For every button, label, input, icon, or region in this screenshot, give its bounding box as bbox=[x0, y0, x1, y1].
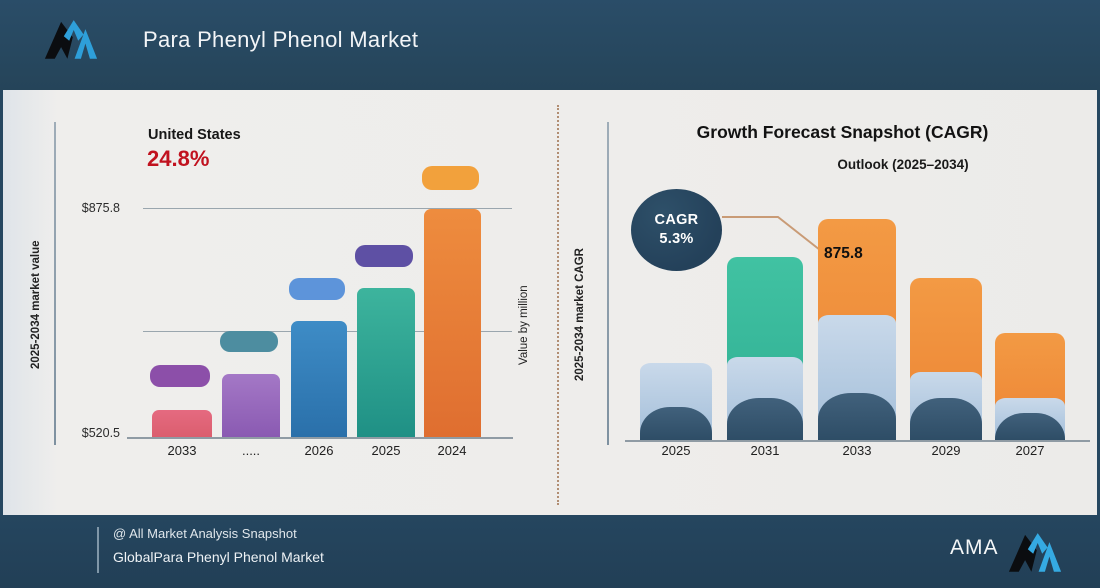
bar-2026 bbox=[291, 321, 347, 437]
right-y-axis-title: 2025-2034 market CAGR bbox=[574, 248, 586, 382]
left-ytick-lower: $520.5 bbox=[81, 426, 120, 440]
bar-..... bbox=[222, 374, 280, 437]
bar-cap-2033 bbox=[150, 365, 210, 388]
footer-brand-text: AMA bbox=[950, 536, 999, 559]
bar-cap-..... bbox=[220, 330, 278, 353]
bar-cap-2024 bbox=[422, 165, 479, 190]
right-xtick-1: 2031 bbox=[750, 443, 780, 458]
page-title: Para Phenyl Phenol Market bbox=[143, 27, 419, 52]
left-xtick-0: 2033 bbox=[167, 443, 197, 458]
left-xtick-1: ..... bbox=[241, 443, 261, 458]
bar-2031-base bbox=[727, 397, 803, 440]
right-y-axis-line bbox=[607, 122, 609, 445]
panel-divider bbox=[557, 105, 559, 505]
left-chart-title: United States bbox=[148, 127, 241, 143]
footer-snapshot-text: @ All Market Analysis Snapshot bbox=[113, 526, 297, 541]
badge-connector-line bbox=[722, 216, 821, 251]
header-band bbox=[0, 0, 1100, 90]
bar-2025 bbox=[357, 287, 415, 437]
ama-logo-icon bbox=[44, 20, 98, 59]
cagr-badge-value: 5.3% bbox=[659, 231, 694, 247]
right-xtick-0: 2025 bbox=[661, 443, 691, 458]
right-chart-title: Growth Forecast Snapshot (CAGR) bbox=[696, 122, 989, 142]
left-xtick-4: 2024 bbox=[437, 443, 467, 458]
value-axis-label: Value by million bbox=[518, 285, 530, 366]
right-chart-subtitle: Outlook (2025–2034) bbox=[837, 157, 969, 172]
footer-market-text: GlobalPara Phenyl Phenol Market bbox=[113, 549, 324, 565]
bar-2025-base bbox=[640, 407, 712, 440]
footer-divider bbox=[97, 527, 99, 573]
right-xtick-4: 2027 bbox=[1015, 443, 1045, 458]
gridline-875 bbox=[143, 208, 512, 209]
left-chart-highlight-value: 24.8% bbox=[147, 146, 210, 171]
left-xtick-3: 2025 bbox=[371, 443, 401, 458]
right-xtick-2: 2033 bbox=[842, 443, 872, 458]
bar-2033 bbox=[152, 410, 212, 437]
footer-band bbox=[0, 515, 1100, 588]
bar-2033-base bbox=[818, 393, 896, 440]
left-xtick-2: 2026 bbox=[304, 443, 334, 458]
bar-2033-value-label: 875.8 bbox=[824, 245, 863, 262]
bar-2029-base bbox=[910, 397, 982, 440]
right-x-axis-line bbox=[625, 440, 1090, 442]
left-ytick-upper: $875.8 bbox=[81, 201, 120, 215]
bar-2027-base bbox=[995, 413, 1065, 440]
left-y-axis-line bbox=[54, 122, 56, 445]
right-xtick-3: 2029 bbox=[931, 443, 961, 458]
left-y-axis-title: 2025-2034 market value bbox=[30, 240, 42, 370]
bar-2024 bbox=[424, 209, 481, 437]
cagr-badge: CAGR 5.3% bbox=[631, 189, 722, 271]
left-x-axis-line bbox=[127, 437, 513, 439]
bar-cap-2026 bbox=[289, 278, 345, 301]
cagr-badge-label: CAGR bbox=[654, 212, 699, 228]
bar-cap-2025 bbox=[355, 245, 413, 268]
footer-ama-logo-icon bbox=[1008, 533, 1062, 572]
